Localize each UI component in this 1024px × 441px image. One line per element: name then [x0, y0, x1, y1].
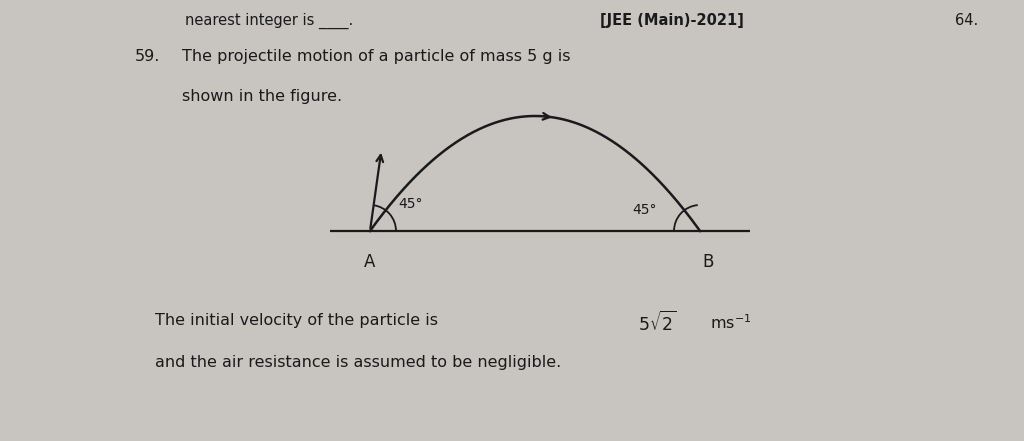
Text: shown in the figure.: shown in the figure.: [182, 89, 342, 104]
Text: 45°: 45°: [632, 203, 656, 217]
Text: B: B: [702, 253, 714, 271]
Text: $5\sqrt{2}$: $5\sqrt{2}$: [638, 311, 677, 335]
Text: nearest integer is ____.: nearest integer is ____.: [185, 13, 353, 29]
Text: 64.: 64.: [955, 13, 978, 28]
Text: and the air resistance is assumed to be negligible.: and the air resistance is assumed to be …: [155, 355, 561, 370]
Text: The initial velocity of the particle is: The initial velocity of the particle is: [155, 313, 449, 328]
Text: 45°: 45°: [398, 197, 423, 211]
Text: [JEE (Main)-2021]: [JEE (Main)-2021]: [600, 13, 743, 28]
Text: The projectile motion of a particle of mass 5 g is: The projectile motion of a particle of m…: [182, 49, 570, 64]
Text: ms$^{-1}$: ms$^{-1}$: [710, 313, 752, 332]
Text: A: A: [365, 253, 376, 271]
Text: 59.: 59.: [135, 49, 161, 64]
